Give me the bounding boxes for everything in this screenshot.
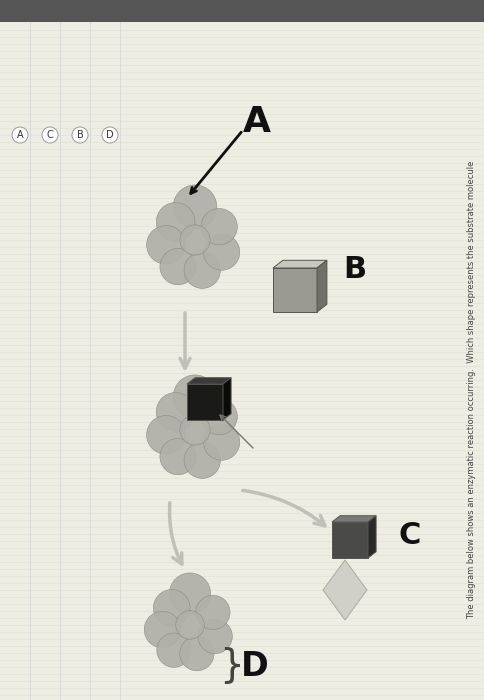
- Circle shape: [169, 573, 211, 614]
- Circle shape: [198, 620, 232, 654]
- Polygon shape: [273, 260, 327, 268]
- Circle shape: [184, 252, 220, 288]
- Circle shape: [173, 185, 217, 228]
- Polygon shape: [187, 378, 231, 384]
- Polygon shape: [332, 522, 368, 558]
- Circle shape: [153, 589, 190, 626]
- Polygon shape: [332, 516, 376, 522]
- Text: A: A: [243, 105, 271, 139]
- Circle shape: [203, 424, 240, 461]
- Polygon shape: [223, 378, 231, 420]
- Circle shape: [180, 225, 210, 255]
- Circle shape: [201, 398, 237, 435]
- Circle shape: [144, 611, 181, 648]
- Circle shape: [180, 415, 210, 445]
- Text: C: C: [46, 130, 53, 140]
- Circle shape: [180, 636, 214, 671]
- Text: D: D: [106, 130, 114, 140]
- Circle shape: [147, 225, 185, 264]
- Circle shape: [160, 438, 196, 475]
- Circle shape: [42, 127, 58, 143]
- Circle shape: [176, 610, 204, 639]
- Circle shape: [72, 127, 88, 143]
- Polygon shape: [187, 384, 223, 420]
- Circle shape: [12, 127, 28, 143]
- Polygon shape: [273, 268, 317, 312]
- Circle shape: [147, 416, 185, 454]
- Circle shape: [201, 209, 237, 245]
- Circle shape: [173, 375, 217, 419]
- Circle shape: [203, 234, 240, 270]
- Text: A: A: [16, 130, 23, 140]
- Text: The diagram below shows an enzymatic reaction occurring.  Which shape represents: The diagram below shows an enzymatic rea…: [468, 161, 477, 620]
- Polygon shape: [323, 560, 367, 620]
- Text: B: B: [76, 130, 83, 140]
- Circle shape: [160, 248, 196, 285]
- Text: D: D: [241, 650, 269, 683]
- Circle shape: [156, 202, 195, 241]
- Text: C: C: [399, 521, 421, 550]
- Polygon shape: [317, 260, 327, 312]
- Circle shape: [196, 595, 230, 629]
- Text: }: }: [220, 646, 244, 684]
- Polygon shape: [368, 516, 376, 558]
- Circle shape: [157, 633, 191, 667]
- Circle shape: [156, 393, 195, 431]
- Circle shape: [102, 127, 118, 143]
- Text: B: B: [344, 256, 366, 284]
- Bar: [0, 0, 484, 22]
- Circle shape: [184, 442, 220, 478]
